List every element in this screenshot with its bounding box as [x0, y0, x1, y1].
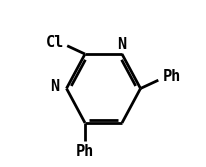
- Text: N: N: [117, 37, 126, 52]
- Text: Ph: Ph: [76, 144, 94, 159]
- Text: N: N: [50, 79, 60, 94]
- Text: Ph: Ph: [162, 69, 180, 84]
- Text: Cl: Cl: [46, 35, 64, 50]
